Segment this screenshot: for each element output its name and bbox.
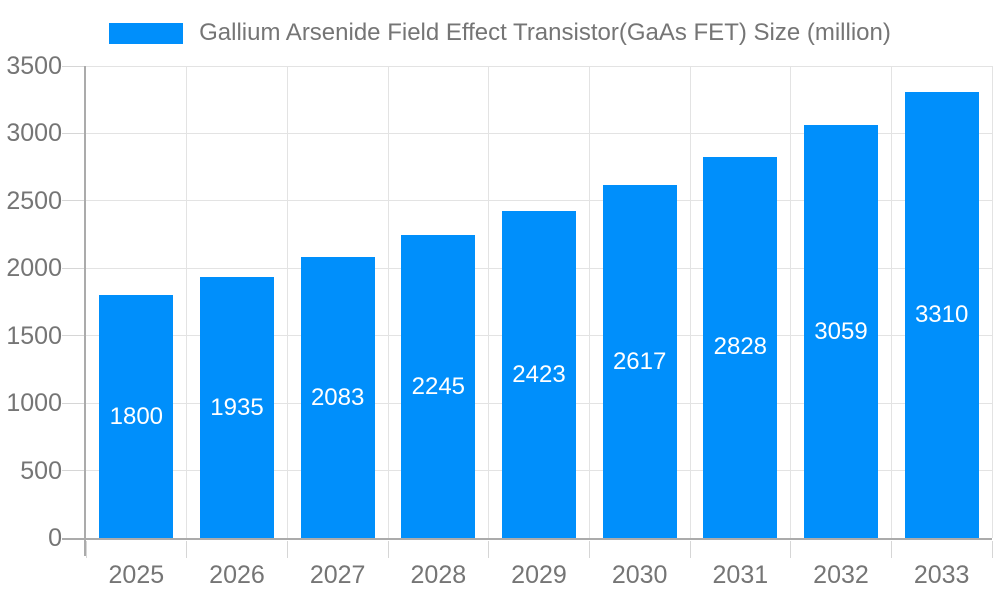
bar-value-label: 2828 bbox=[713, 333, 768, 361]
legend[interactable]: Gallium Arsenide Field Effect Transistor… bbox=[0, 19, 1000, 47]
y-gridline bbox=[86, 132, 992, 134]
bar-value-label: 2245 bbox=[411, 372, 466, 400]
x-gridline bbox=[286, 66, 288, 538]
x-axis-tick bbox=[85, 541, 87, 558]
legend-label: Gallium Arsenide Field Effect Transistor… bbox=[199, 19, 891, 46]
bar-2026[interactable]: 1935 bbox=[200, 277, 274, 538]
x-axis-tick bbox=[588, 541, 590, 558]
bar-2033[interactable]: 3310 bbox=[904, 91, 979, 538]
bar-2030[interactable]: 2617 bbox=[602, 185, 677, 538]
x-axis-line bbox=[62, 538, 992, 540]
x-axis-tick bbox=[186, 541, 188, 558]
bar-value-label: 2423 bbox=[512, 360, 566, 388]
x-axis-tick bbox=[286, 541, 288, 558]
y-gridline bbox=[86, 65, 992, 67]
y-axis-tick bbox=[62, 470, 85, 472]
bar-2025[interactable]: 1800 bbox=[99, 295, 174, 538]
x-axis-tick-label: 2033 bbox=[913, 561, 970, 589]
bar-2029[interactable]: 2423 bbox=[502, 211, 576, 538]
bar-value-label: 1800 bbox=[109, 402, 164, 430]
bar-value-label: 3059 bbox=[814, 317, 868, 345]
y-axis-tick-label: 2500 bbox=[6, 186, 62, 215]
x-gridline bbox=[186, 66, 188, 538]
y-axis-tick bbox=[62, 402, 85, 404]
x-axis-tick-label: 2029 bbox=[511, 561, 567, 589]
x-gridline bbox=[488, 66, 490, 538]
y-axis-tick bbox=[62, 267, 85, 269]
x-axis-tick bbox=[488, 541, 490, 558]
x-axis-tick-label: 2032 bbox=[813, 561, 869, 589]
bar-2027[interactable]: 2083 bbox=[300, 257, 375, 538]
y-gridline bbox=[86, 200, 992, 202]
y-axis-tick-label: 2000 bbox=[6, 254, 62, 283]
x-axis-tick-label: 2031 bbox=[712, 561, 769, 589]
x-axis-tick bbox=[689, 541, 691, 558]
y-axis-tick-label: 3500 bbox=[6, 52, 62, 80]
bar-2031[interactable]: 2828 bbox=[703, 156, 778, 538]
bar-value-label: 1935 bbox=[210, 393, 264, 421]
y-axis-tick-label: 1000 bbox=[6, 389, 62, 418]
y-axis-tick bbox=[62, 132, 85, 134]
bar-2028[interactable]: 2245 bbox=[401, 235, 476, 538]
x-axis-tick bbox=[387, 541, 389, 558]
y-axis-tick-label: 500 bbox=[20, 456, 62, 485]
y-axis-tick bbox=[62, 200, 85, 202]
y-axis-tick-label: 1500 bbox=[6, 321, 62, 350]
y-axis-tick bbox=[62, 335, 85, 337]
x-axis-tick-label: 2026 bbox=[209, 561, 265, 589]
x-gridline bbox=[991, 66, 993, 538]
bar-value-label: 2083 bbox=[310, 383, 365, 411]
x-axis-tick-label: 2025 bbox=[108, 561, 165, 589]
x-axis-tick-label: 2030 bbox=[611, 561, 668, 589]
legend-swatch-icon bbox=[109, 22, 184, 44]
x-gridline bbox=[588, 66, 590, 538]
bar-value-label: 2617 bbox=[612, 347, 667, 375]
x-gridline bbox=[790, 66, 792, 538]
y-axis-tick-label: 3000 bbox=[6, 119, 62, 148]
x-axis-tick bbox=[790, 541, 792, 558]
y-axis-tick bbox=[62, 65, 85, 67]
y-axis-line bbox=[84, 66, 86, 556]
x-gridline bbox=[387, 66, 389, 538]
x-gridline bbox=[890, 66, 892, 538]
x-axis-tick bbox=[991, 541, 993, 558]
bar-2032[interactable]: 3059 bbox=[804, 125, 878, 538]
y-axis-tick-label: 0 bbox=[48, 524, 62, 552]
x-axis-tick-label: 2028 bbox=[410, 561, 467, 589]
x-axis-tick-label: 2027 bbox=[309, 561, 366, 589]
bar-value-label: 3310 bbox=[914, 300, 969, 328]
x-axis-tick bbox=[890, 541, 892, 558]
x-gridline bbox=[689, 66, 691, 538]
